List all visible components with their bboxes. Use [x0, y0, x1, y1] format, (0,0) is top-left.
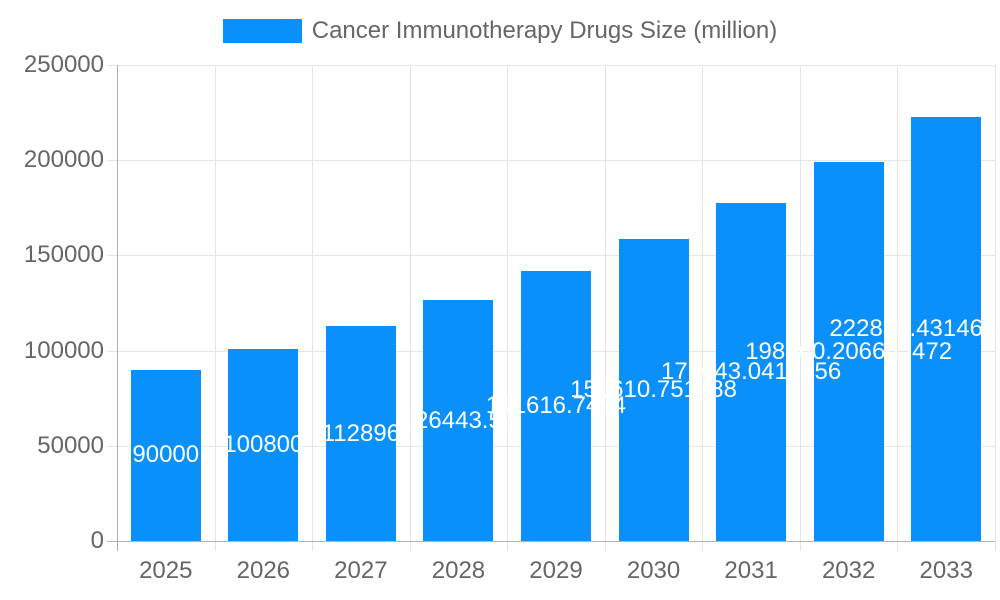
x-axis-label: 2032: [821, 557, 876, 584]
x-axis-tick: [702, 541, 704, 551]
x-axis-label: 2027: [334, 557, 388, 584]
legend-swatch[interactable]: [222, 19, 302, 43]
x-axis-tick: [897, 541, 899, 551]
y-axis-label: 100000: [23, 336, 104, 364]
x-axis-label: 2026: [236, 557, 291, 584]
bar-2031[interactable]: [716, 202, 787, 541]
y-axis-tick: [107, 445, 117, 447]
bar-2026[interactable]: [228, 349, 299, 541]
x-axis-label: 2029: [529, 557, 583, 584]
chart-legend[interactable]: Cancer Immunotherapy Drugs Size (million…: [0, 17, 1000, 45]
x-axis-label: 2025: [139, 557, 193, 584]
y-axis-tick: [107, 65, 117, 66]
y-axis-label: 150000: [23, 241, 104, 269]
x-axis-tick: [799, 541, 801, 551]
gridline-vertical: [897, 65, 899, 541]
bar-2029[interactable]: [521, 271, 591, 541]
gridline-horizontal: [117, 65, 995, 66]
bar-2027[interactable]: [325, 326, 396, 541]
x-axis-label: 2031: [724, 557, 778, 584]
bar-2032[interactable]: [813, 162, 884, 541]
y-axis-label: 200000: [23, 146, 104, 174]
y-axis-tick: [107, 255, 117, 257]
gridline-vertical: [507, 65, 509, 541]
x-axis-line: [107, 541, 995, 542]
y-axis-label: 250000: [23, 51, 104, 78]
gridline-vertical: [214, 65, 216, 541]
gridline-vertical: [312, 65, 314, 541]
y-axis-tick: [107, 160, 117, 162]
bar-2030[interactable]: [618, 239, 689, 541]
x-axis-label: 2028: [431, 557, 486, 584]
y-axis-line: [117, 65, 118, 551]
x-axis-tick: [507, 541, 509, 551]
y-axis-tick: [107, 350, 117, 352]
x-axis-tick: [409, 541, 411, 551]
y-axis-label: 0: [90, 527, 104, 554]
x-axis-tick: [312, 541, 314, 551]
x-axis-label: 2030: [626, 557, 681, 584]
gridline-vertical: [799, 65, 801, 541]
x-axis-tick: [604, 541, 606, 551]
gridline-horizontal: [117, 255, 995, 257]
gridline-vertical: [702, 65, 704, 541]
gridline-vertical: [604, 65, 606, 541]
y-axis-label: 50000: [37, 431, 104, 459]
x-axis-label: 2033: [919, 557, 973, 584]
x-axis-tick: [995, 541, 996, 551]
bar-2033[interactable]: [911, 116, 982, 541]
gridline-vertical: [995, 65, 996, 541]
gridline-horizontal: [117, 160, 995, 162]
x-axis-tick: [214, 541, 216, 551]
chart-title: Cancer Immunotherapy Drugs Size (million…: [311, 17, 778, 44]
bar-2025[interactable]: [130, 369, 201, 541]
bar-2028[interactable]: [423, 300, 494, 541]
gridline-vertical: [409, 65, 411, 541]
